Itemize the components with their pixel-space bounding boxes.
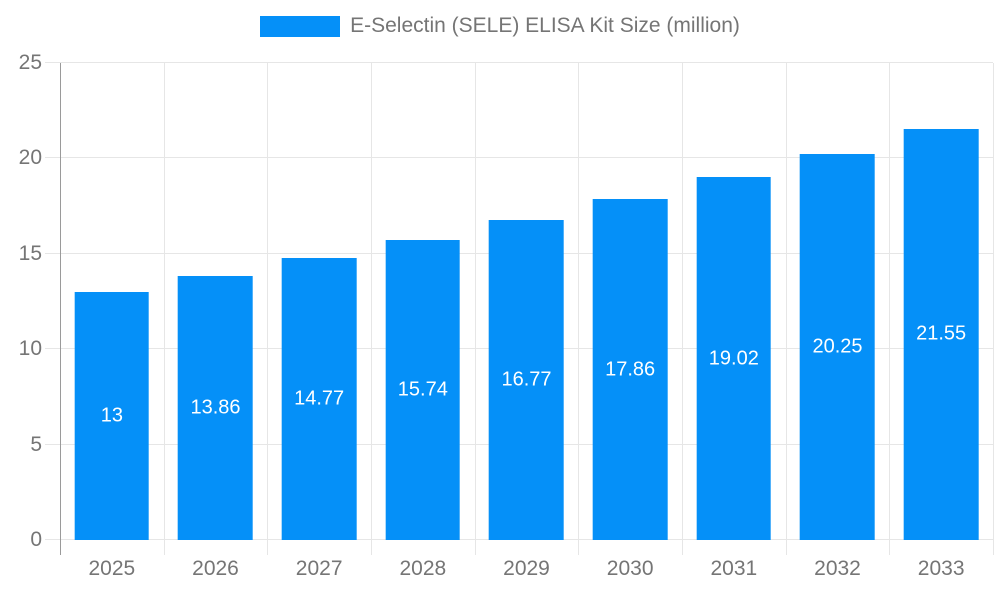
- y-tick-label-15: 15: [18, 241, 42, 265]
- gridline-x-7: [785, 63, 787, 555]
- bar-2032[interactable]: 20.25: [800, 153, 875, 540]
- legend-swatch-icon: [260, 15, 341, 37]
- bar-2027[interactable]: 14.77: [281, 258, 357, 540]
- bar-value-label-2033: 21.55: [916, 322, 967, 345]
- bar-value-label-2030: 17.86: [605, 358, 656, 381]
- x-tick-label-2028: 2028: [399, 557, 447, 580]
- gridline-x-2: [267, 63, 269, 555]
- bar-value-label-2032: 20.25: [812, 335, 863, 358]
- gridline-x-5: [578, 63, 580, 555]
- y-axis-line: [60, 63, 61, 555]
- gridline-x-4: [474, 63, 476, 555]
- bar-value-label-2029: 16.77: [501, 368, 552, 391]
- bar-slot-2033: 21.55: [889, 63, 993, 540]
- gridline-x-6: [681, 63, 683, 555]
- bar-slot-2028: 15.74: [371, 63, 475, 540]
- bar-value-label-2025: 13: [100, 404, 123, 427]
- bar-slot-2032: 20.25: [786, 63, 890, 540]
- x-tick-label-2029: 2029: [503, 557, 550, 580]
- y-tick-label-25: 25: [18, 51, 42, 74]
- y-tick-label-5: 5: [30, 432, 42, 456]
- bar-2033[interactable]: 21.55: [903, 128, 979, 540]
- bar-value-label-2027: 14.77: [294, 387, 345, 410]
- gridline-y-20: [45, 157, 993, 159]
- x-tick-label-2032: 2032: [814, 557, 861, 580]
- bar-slot-2025: 13: [60, 63, 164, 540]
- bar-2028[interactable]: 15.74: [385, 239, 461, 540]
- gridline-x-9: [993, 63, 994, 555]
- y-tick-label-10: 10: [18, 337, 42, 361]
- x-tick-label-2031: 2031: [710, 557, 758, 580]
- y-tick-label-20: 20: [18, 146, 42, 170]
- bar-slot-2029: 16.77: [475, 63, 579, 540]
- x-tick-label-2026: 2026: [192, 557, 239, 580]
- bar-2025[interactable]: 13: [74, 291, 150, 540]
- bar-2029[interactable]: 16.77: [489, 220, 564, 540]
- chart-legend[interactable]: E-Selectin (SELE) ELISA Kit Size (millio…: [0, 14, 1000, 38]
- bar-value-label-2028: 15.74: [397, 378, 448, 401]
- bar-slot-2030: 17.86: [578, 63, 682, 540]
- gridline-x-8: [889, 63, 891, 555]
- bar-2031[interactable]: 19.02: [696, 177, 772, 540]
- bar-value-label-2026: 13.86: [190, 396, 241, 419]
- bar-2030[interactable]: 17.86: [592, 199, 668, 540]
- bar-slot-2027: 14.77: [267, 63, 371, 540]
- x-tick-label-2030: 2030: [606, 557, 654, 580]
- gridline-x-1: [163, 63, 165, 555]
- bar-2026[interactable]: 13.86: [178, 275, 253, 540]
- bar-slot-2026: 13.86: [164, 63, 268, 540]
- bar-slot-2031: 19.02: [682, 63, 786, 540]
- gridline-x-3: [370, 63, 372, 555]
- y-tick-label-0: 0: [30, 528, 42, 551]
- gridline-y-25: [45, 62, 993, 63]
- x-tick-label-2025: 2025: [88, 557, 136, 580]
- plot-area: 13 13.86 14.77 15.74 16.77 17.86 19.02 20.25 21.…: [45, 62, 994, 555]
- legend-label: E-Selectin (SELE) ELISA Kit Size (millio…: [350, 14, 740, 37]
- bar-value-label-2031: 19.02: [708, 347, 759, 370]
- x-tick-label-2033: 2033: [917, 557, 965, 580]
- x-tick-label-2027: 2027: [295, 557, 343, 580]
